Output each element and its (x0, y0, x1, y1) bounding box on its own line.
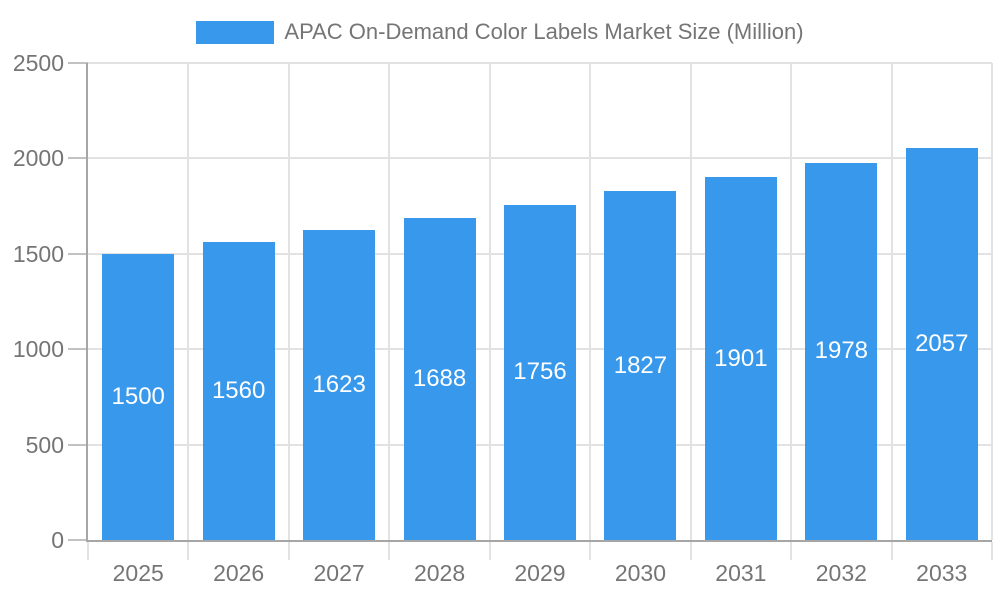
bar-value-label: 1827 (613, 351, 668, 379)
x-axis-tick (589, 542, 592, 560)
bar-value-label: 2057 (915, 329, 969, 357)
legend[interactable]: APAC On-Demand Color Labels Market Size … (0, 18, 1000, 46)
x-axis-tick (790, 542, 793, 560)
v-gridline (287, 63, 290, 540)
bar-value-label: 1978 (814, 337, 869, 365)
y-axis-tick (68, 443, 88, 446)
y-tick-label: 1500 (12, 240, 64, 267)
bar[interactable] (604, 191, 677, 540)
x-axis-tick (488, 542, 491, 560)
y-axis-tick (68, 157, 88, 160)
x-tick-label: 2028 (413, 560, 466, 586)
bar[interactable] (905, 147, 978, 540)
x-tick-label: 2027 (313, 560, 365, 586)
v-gridline (689, 63, 692, 540)
x-tick-label: 2033 (916, 560, 968, 586)
bar-value-label: 1688 (412, 364, 467, 392)
v-gridline (187, 63, 190, 540)
h-gridline (88, 157, 992, 160)
bar-value-label: 1500 (111, 382, 165, 410)
bar[interactable] (403, 217, 476, 540)
y-tick-label: 2000 (12, 145, 64, 172)
x-axis-tick (287, 542, 290, 560)
bar-value-label: 1623 (312, 371, 366, 399)
y-axis-tick (68, 348, 88, 351)
x-axis-tick (890, 542, 893, 560)
v-gridline (488, 63, 491, 540)
bar[interactable] (102, 253, 175, 540)
x-axis-tick (388, 542, 391, 560)
x-tick-label: 2030 (614, 560, 667, 586)
bar[interactable] (303, 230, 376, 540)
h-gridline (88, 62, 992, 64)
v-gridline (890, 63, 893, 540)
bar[interactable] (704, 177, 777, 540)
x-axis-line (86, 540, 992, 542)
bar[interactable] (805, 162, 878, 540)
y-axis-tick (68, 62, 88, 64)
x-tick-label: 2031 (715, 560, 767, 586)
x-axis-tick (689, 542, 692, 560)
y-axis-tick (68, 539, 88, 541)
x-axis-tick (991, 542, 993, 560)
bar[interactable] (504, 204, 576, 540)
v-gridline (388, 63, 391, 540)
v-gridline (790, 63, 793, 540)
y-axis-tick (68, 252, 88, 255)
legend-swatch-icon (196, 20, 275, 44)
x-tick-label: 2029 (514, 560, 566, 586)
v-gridline (991, 63, 993, 540)
bar-value-label: 1560 (211, 377, 266, 405)
x-tick-label: 2032 (815, 560, 867, 586)
bar-value-label: 1756 (513, 358, 567, 386)
bar-value-label: 1901 (714, 344, 768, 372)
y-tick-label: 1000 (12, 336, 64, 363)
y-tick-label: 2500 (12, 50, 64, 76)
y-axis-line (86, 63, 88, 542)
x-axis-tick (187, 542, 190, 560)
y-tick-label: 0 (51, 527, 64, 553)
x-tick-label: 2025 (112, 560, 164, 586)
x-axis-tick (87, 542, 89, 560)
legend-label: APAC On-Demand Color Labels Market Size … (284, 19, 804, 44)
bar[interactable] (202, 242, 275, 540)
y-tick-label: 500 (25, 431, 64, 458)
v-gridline (589, 63, 592, 540)
x-tick-label: 2026 (213, 560, 265, 586)
